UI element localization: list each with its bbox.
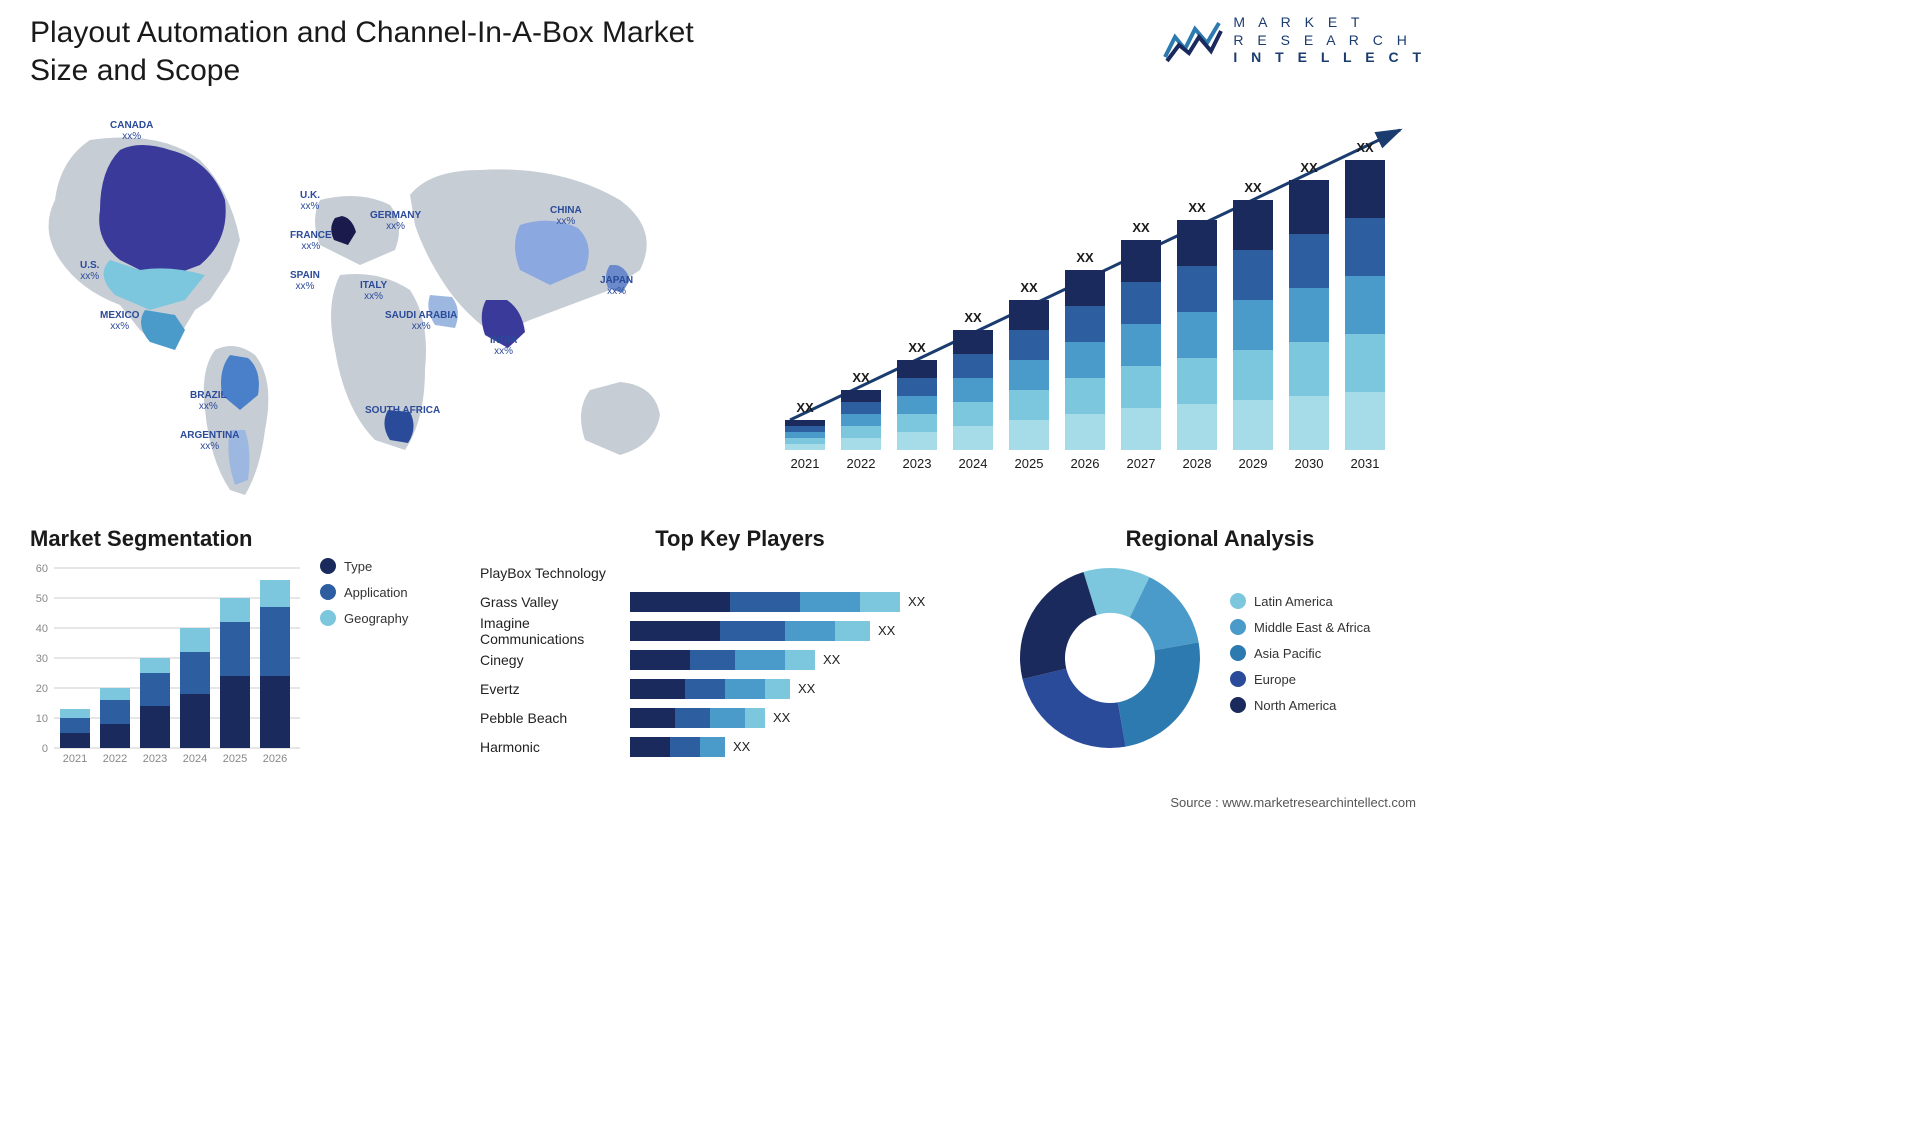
svg-text:2021: 2021: [791, 456, 820, 471]
svg-text:10: 10: [36, 713, 48, 725]
regional-section: Regional Analysis Latin America Middle Ea…: [1010, 526, 1430, 758]
svg-text:60: 60: [36, 563, 48, 575]
key-player-value: XX: [908, 594, 925, 609]
map-label: U.K.xx%: [300, 190, 320, 212]
map-label: SAUDI ARABIAxx%: [385, 310, 457, 332]
svg-text:XX: XX: [796, 400, 814, 415]
svg-text:2028: 2028: [1183, 456, 1212, 471]
key-player-name: Pebble Beach: [480, 710, 630, 726]
key-player-name: Imagine Communications: [480, 615, 630, 647]
key-player-name: Evertz: [480, 681, 630, 697]
segmentation-section: Market Segmentation 0 10 20 30 40 50 60 2021 202…: [30, 526, 470, 768]
segmentation-chart: 0 10 20 30 40 50 60 2021 2022 2023 2024 2025 2026: [30, 558, 300, 768]
map-label: ARGENTINAxx%: [180, 430, 239, 452]
map-label: GERMANYxx%: [370, 210, 421, 232]
svg-text:2025: 2025: [223, 753, 247, 765]
svg-text:2031: 2031: [1351, 456, 1380, 471]
key-player-value: XX: [733, 739, 750, 754]
map-label: MEXICOxx%: [100, 310, 139, 332]
key-player-row: Pebble Beach XX: [480, 703, 1000, 732]
svg-text:2026: 2026: [263, 753, 287, 765]
svg-text:XX: XX: [1132, 220, 1150, 235]
logo-line2: R E S E A R C H: [1233, 32, 1426, 50]
svg-text:2022: 2022: [847, 456, 876, 471]
key-player-name: Grass Valley: [480, 594, 630, 610]
key-players-rows: PlayBox TechnologyGrass ValleyXXImagine …: [480, 558, 1000, 761]
map-label: SPAINxx%: [290, 270, 320, 292]
svg-text:XX: XX: [1300, 160, 1318, 175]
legend-item: Middle East & Africa: [1230, 619, 1370, 635]
key-player-name: PlayBox Technology: [480, 565, 630, 581]
key-players-title: Top Key Players: [480, 526, 1000, 552]
map-label: CANADAxx%: [110, 120, 153, 142]
logo: M A R K E T R E S E A R C H I N T E L L …: [1163, 14, 1426, 67]
svg-text:2023: 2023: [903, 456, 932, 471]
svg-text:0: 0: [42, 743, 48, 755]
svg-text:XX: XX: [908, 340, 926, 355]
svg-text:2024: 2024: [959, 456, 988, 471]
map-label: ITALYxx%: [360, 280, 387, 302]
map-label: BRAZILxx%: [190, 390, 227, 412]
key-player-row: Harmonic XX: [480, 732, 1000, 761]
svg-text:20: 20: [36, 683, 48, 695]
svg-text:XX: XX: [1076, 250, 1094, 265]
page-title: Playout Automation and Channel-In-A-Box …: [30, 14, 750, 89]
regional-title: Regional Analysis: [1010, 526, 1430, 552]
key-player-row: Evertz XX: [480, 674, 1000, 703]
svg-text:XX: XX: [1188, 200, 1206, 215]
legend-item: Application: [320, 584, 408, 600]
map-label: JAPANxx%: [600, 275, 633, 297]
main-chart: XX 2021 XX 2022 XX 2023 XX 2024 XX 2025 XX 2026 XX 20…: [760, 110, 1420, 480]
regional-legend: Latin America Middle East & Africa Asia Pa…: [1230, 593, 1370, 723]
svg-text:2024: 2024: [183, 753, 207, 765]
logo-icon: [1163, 17, 1223, 63]
key-player-value: XX: [878, 623, 895, 638]
svg-text:XX: XX: [1020, 280, 1038, 295]
source-text: Source : www.marketresearchintellect.com: [1170, 795, 1416, 810]
svg-text:XX: XX: [1244, 180, 1262, 195]
svg-text:40: 40: [36, 623, 48, 635]
main-chart-svg: XX 2021 XX 2022 XX 2023 XX 2024 XX 2025 XX 2026 XX 20…: [760, 110, 1420, 480]
legend-item: Europe: [1230, 671, 1370, 687]
map-label: INDIAxx%: [490, 335, 517, 357]
key-player-row: PlayBox Technology: [480, 558, 1000, 587]
segmentation-legend: Type Application Geography: [320, 558, 408, 636]
key-player-value: XX: [823, 652, 840, 667]
legend-item: Asia Pacific: [1230, 645, 1370, 661]
svg-text:XX: XX: [1356, 140, 1374, 155]
legend-item: Geography: [320, 610, 408, 626]
map-label: U.S.xx%: [80, 260, 99, 282]
key-player-name: Cinegy: [480, 652, 630, 668]
key-player-name: Harmonic: [480, 739, 630, 755]
svg-text:2021: 2021: [63, 753, 87, 765]
key-players-section: Top Key Players PlayBox Technology Grass …: [480, 526, 1000, 761]
regional-donut: [1010, 558, 1210, 758]
logo-line3: I N T E L L E C T: [1233, 49, 1426, 67]
key-player-row: Imagine Communications XX: [480, 616, 1000, 645]
world-map: CANADAxx% U.S.xx% MEXICOxx% BRAZILxx% ARGENT…: [30, 110, 730, 510]
key-player-row: Cinegy XX: [480, 645, 1000, 674]
svg-text:2027: 2027: [1127, 456, 1156, 471]
svg-text:30: 30: [36, 653, 48, 665]
svg-text:XX: XX: [964, 310, 982, 325]
svg-text:2030: 2030: [1295, 456, 1324, 471]
svg-text:2023: 2023: [143, 753, 167, 765]
key-player-row: Grass Valley XX: [480, 587, 1000, 616]
map-label: SOUTH AFRICAxx%: [365, 405, 440, 427]
svg-text:2026: 2026: [1071, 456, 1100, 471]
legend-item: Type: [320, 558, 408, 574]
legend-item: Latin America: [1230, 593, 1370, 609]
map-label: FRANCExx%: [290, 230, 332, 252]
logo-line1: M A R K E T: [1233, 14, 1426, 32]
svg-text:2029: 2029: [1239, 456, 1268, 471]
svg-text:2022: 2022: [103, 753, 127, 765]
key-player-value: XX: [773, 710, 790, 725]
map-label: CHINAxx%: [550, 205, 582, 227]
segmentation-title: Market Segmentation: [30, 526, 470, 552]
svg-text:50: 50: [36, 593, 48, 605]
svg-text:2025: 2025: [1015, 456, 1044, 471]
key-player-value: XX: [798, 681, 815, 696]
legend-item: North America: [1230, 697, 1370, 713]
svg-text:XX: XX: [852, 370, 870, 385]
